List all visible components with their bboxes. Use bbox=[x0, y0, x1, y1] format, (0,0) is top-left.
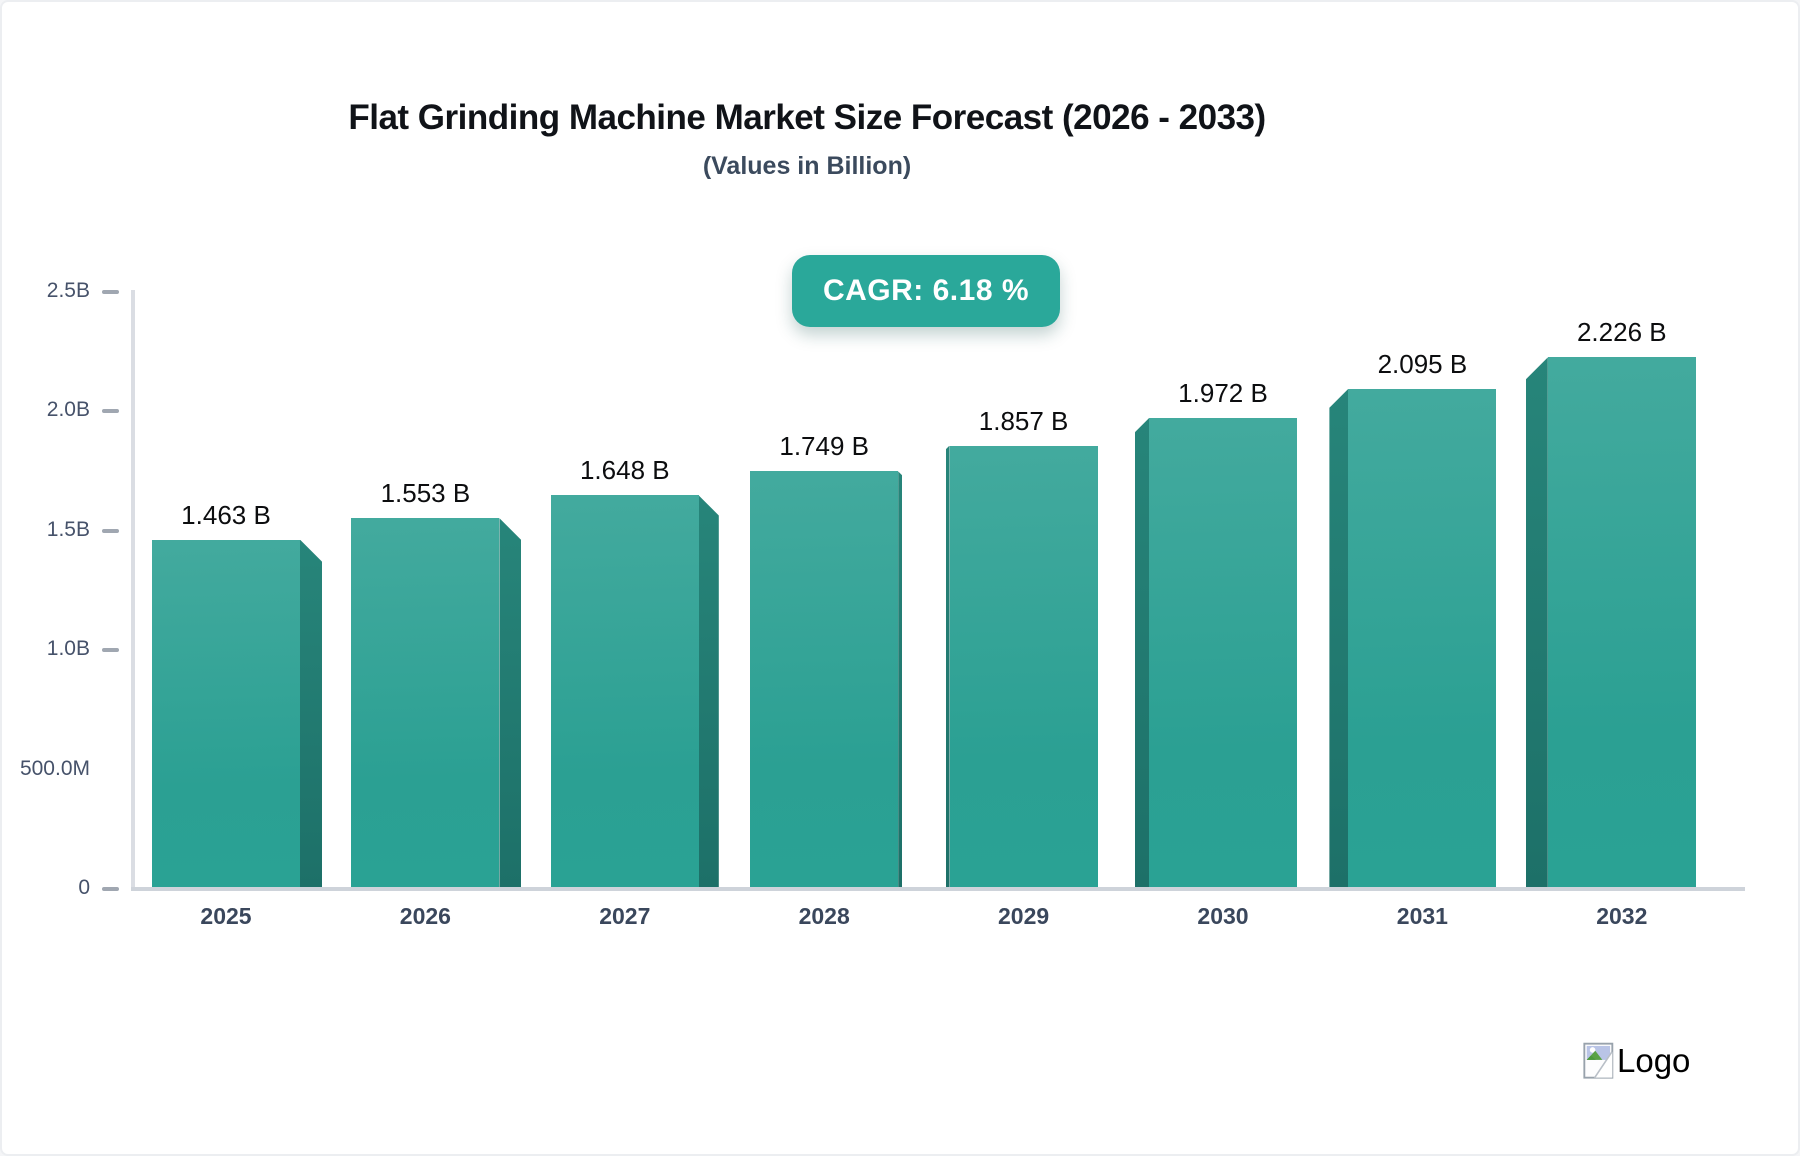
x-tick-label: 2030 bbox=[1197, 903, 1249, 929]
bar-side-face bbox=[698, 495, 719, 889]
bar[interactable] bbox=[351, 518, 500, 889]
bar-value-label: 2.226 B bbox=[1576, 317, 1667, 348]
bar-side-face bbox=[1329, 388, 1349, 889]
cagr-badge-label: CAGR: 6.18 % bbox=[822, 274, 1030, 307]
y-tick-label: 2.5B bbox=[46, 279, 90, 302]
bar-value-label: 1.463 B bbox=[181, 499, 271, 530]
logo-alt-text: Logo bbox=[1617, 1042, 1691, 1079]
bar-value-label: 1.857 B bbox=[978, 405, 1069, 436]
chart-subtitle: (Values in Billion) bbox=[702, 152, 912, 180]
x-tick-label: 2031 bbox=[1396, 903, 1448, 929]
y-tick-label: 1.5B bbox=[46, 517, 90, 541]
bar[interactable] bbox=[550, 495, 699, 889]
x-tick-label: 2028 bbox=[798, 903, 850, 929]
logo: Logo bbox=[1583, 1038, 1690, 1084]
x-tick-label: 2032 bbox=[1596, 903, 1648, 929]
bar-side-face bbox=[1135, 418, 1149, 889]
bar[interactable] bbox=[1149, 418, 1297, 889]
y-tick-dash bbox=[102, 887, 119, 891]
bar-side-face bbox=[898, 471, 903, 889]
bar-value-label: 1.972 B bbox=[1178, 378, 1268, 409]
bar-side-face bbox=[1525, 357, 1548, 889]
bar-value-label: 1.648 B bbox=[579, 455, 670, 486]
y-tick-dash bbox=[102, 648, 119, 653]
y-tick-dash bbox=[102, 409, 119, 414]
broken-image-icon bbox=[1583, 1042, 1614, 1079]
chart-title: Flat Grinding Machine Market Size Foreca… bbox=[348, 98, 1266, 137]
bar[interactable] bbox=[750, 471, 899, 889]
bar-value-label: 1.553 B bbox=[380, 478, 471, 509]
x-tick-label: 2029 bbox=[998, 903, 1050, 929]
cagr-badge: CAGR: 6.18 % bbox=[792, 255, 1060, 327]
y-tick-dash bbox=[102, 290, 119, 294]
bar[interactable] bbox=[1547, 357, 1696, 889]
y-tick-label: 2.0B bbox=[46, 398, 90, 422]
bar[interactable] bbox=[152, 539, 300, 889]
y-tick-label: 0 bbox=[78, 876, 90, 899]
bar-value-label: 2.095 B bbox=[1377, 348, 1468, 379]
bar-value-label: 1.749 B bbox=[779, 431, 869, 462]
y-axis-line bbox=[131, 290, 135, 891]
bar[interactable] bbox=[949, 445, 1098, 889]
y-tick-label: 1.0B bbox=[46, 637, 90, 661]
bar[interactable] bbox=[1348, 388, 1497, 889]
y-tick-label: 500.0M bbox=[19, 756, 90, 780]
bar-side-face bbox=[499, 518, 522, 889]
bar-side-face bbox=[300, 539, 322, 889]
x-tick-label: 2025 bbox=[200, 903, 252, 929]
x-tick-label: 2026 bbox=[399, 903, 451, 929]
x-axis-line bbox=[131, 887, 1745, 891]
x-tick-label: 2027 bbox=[599, 903, 651, 929]
y-tick-dash bbox=[102, 528, 119, 533]
bar-side-face bbox=[945, 445, 950, 889]
